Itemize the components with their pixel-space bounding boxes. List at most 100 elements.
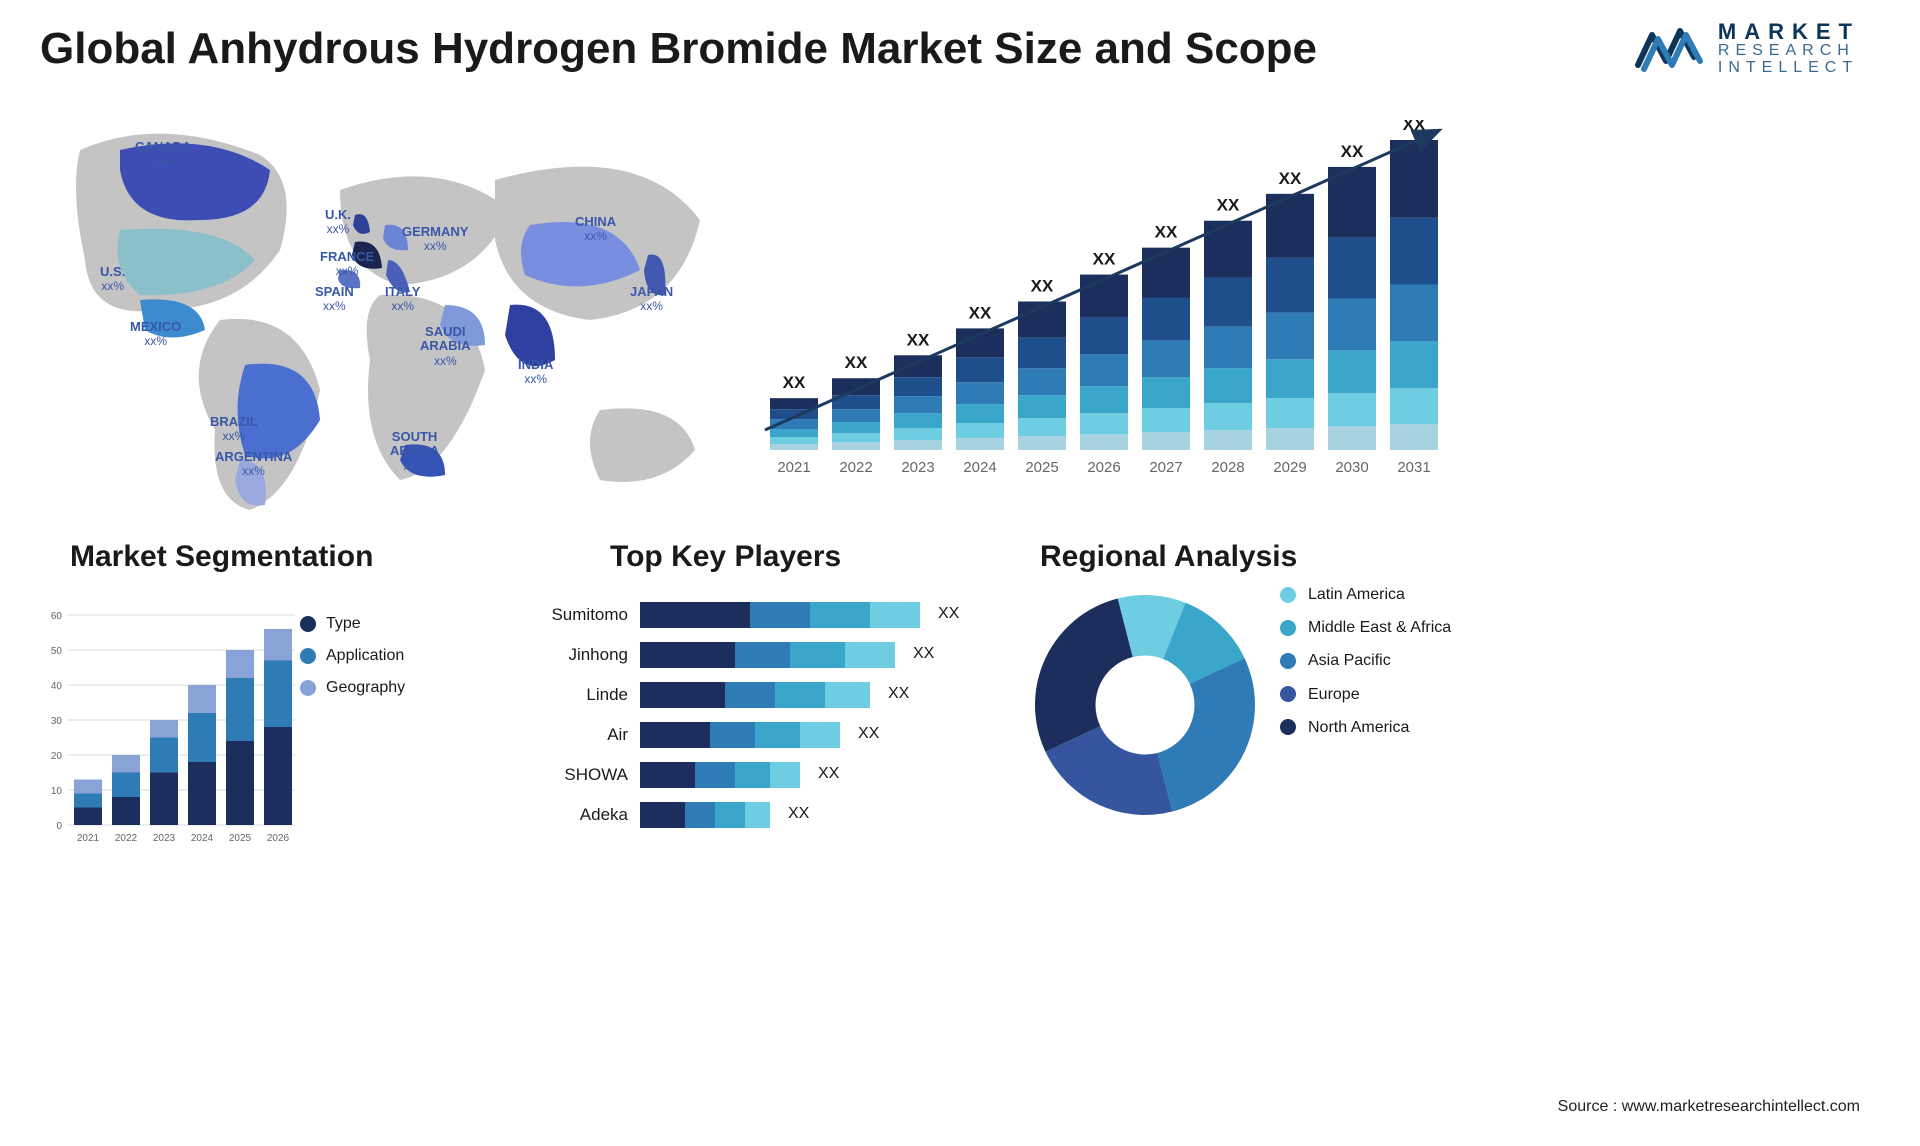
regional-legend-item: Middle East & Africa [1280, 618, 1451, 637]
growth-bar-segment [1204, 368, 1252, 403]
player-name: SHOWA [540, 765, 640, 785]
legend-swatch [300, 680, 316, 696]
map-label: CHINAxx% [575, 215, 616, 244]
growth-bar-segment [1390, 140, 1438, 218]
growth-bar-segment [1018, 418, 1066, 436]
seg-bar-segment [112, 755, 140, 773]
player-bar-segment [640, 682, 725, 708]
segmentation-chart: 0102030405060202120222023202420252026 [40, 600, 300, 850]
regional-donut [1020, 580, 1270, 830]
seg-bar-segment [226, 741, 254, 825]
player-row: Linde XX [540, 675, 980, 715]
seg-legend-item: Type [300, 615, 405, 633]
seg-bar-segment [264, 629, 292, 661]
seg-bar-segment [264, 661, 292, 728]
legend-swatch [1280, 719, 1296, 735]
growth-bar-segment [770, 429, 818, 437]
growth-bar-segment [832, 422, 880, 433]
map-label: JAPANxx% [630, 285, 673, 314]
player-bar: XX [640, 602, 980, 628]
growth-bar-segment [894, 396, 942, 413]
growth-bar-label: XX [1341, 142, 1364, 161]
player-bar-segment [640, 642, 735, 668]
regional-legend-item: Europe [1280, 685, 1451, 704]
growth-bar-label: XX [845, 353, 868, 372]
map-label: GERMANYxx% [402, 225, 468, 254]
growth-bar-segment [894, 413, 942, 428]
player-bar: XX [640, 642, 980, 668]
growth-bar-segment [770, 444, 818, 450]
growth-bar-segment [1018, 368, 1066, 395]
growth-bar-segment [1142, 432, 1190, 450]
growth-bar-segment [1204, 221, 1252, 278]
player-bar: XX [640, 682, 980, 708]
growth-bar-segment [1266, 312, 1314, 359]
growth-bar-segment [1080, 354, 1128, 386]
growth-bar-segment [1390, 341, 1438, 388]
growth-bar-segment [1328, 393, 1376, 426]
legend-swatch [1280, 653, 1296, 669]
growth-bar-segment [1266, 428, 1314, 450]
seg-year-tick: 2026 [267, 833, 290, 844]
growth-bar-segment [956, 382, 1004, 404]
growth-year-tick: 2030 [1335, 459, 1368, 476]
growth-bar-segment [956, 438, 1004, 450]
growth-bar-segment [1080, 386, 1128, 413]
growth-bar-segment [1142, 297, 1190, 340]
growth-bar-segment [1266, 359, 1314, 398]
player-bar-segment [685, 802, 715, 828]
seg-ytick: 60 [51, 611, 63, 622]
player-name: Air [540, 725, 640, 745]
legend-swatch [1280, 620, 1296, 636]
legend-label: Application [326, 647, 404, 665]
growth-bar-segment [956, 404, 1004, 423]
player-name: Sumitomo [540, 605, 640, 625]
player-name: Jinhong [540, 645, 640, 665]
growth-bar-segment [1080, 317, 1128, 354]
growth-bar-segment [1390, 424, 1438, 450]
growth-bar-segment [1328, 350, 1376, 393]
growth-bar-segment [1204, 430, 1252, 450]
player-name: Linde [540, 685, 640, 705]
seg-bar-segment [150, 738, 178, 773]
legend-swatch [1280, 686, 1296, 702]
growth-chart: XX2021XX2022XX2023XX2024XX2025XX2026XX20… [760, 120, 1460, 490]
growth-bar-segment [1142, 248, 1190, 298]
growth-bar-segment [832, 442, 880, 450]
growth-year-tick: 2025 [1025, 459, 1058, 476]
seg-bar-segment [226, 650, 254, 678]
legend-swatch [1280, 587, 1296, 603]
growth-bar-segment [1142, 408, 1190, 432]
seg-bar-segment [264, 727, 292, 825]
legend-label: Latin America [1308, 585, 1405, 604]
growth-year-tick: 2028 [1211, 459, 1244, 476]
player-value: XX [888, 685, 909, 703]
map-label: CANADAxx% [135, 140, 191, 169]
segmentation-legend: TypeApplicationGeography [300, 615, 405, 711]
seg-bar-segment [74, 794, 102, 808]
regional-legend-item: Asia Pacific [1280, 651, 1451, 670]
player-bar-segment [640, 722, 710, 748]
seg-year-tick: 2021 [77, 833, 100, 844]
source-text: Source : www.marketresearchintellect.com [1558, 1098, 1860, 1116]
growth-bar-segment [1080, 413, 1128, 434]
growth-bar-segment [1018, 337, 1066, 368]
seg-year-tick: 2024 [191, 833, 214, 844]
player-bar-segment [640, 602, 750, 628]
player-row: SumitomoXX [540, 595, 980, 635]
growth-bar-segment [1080, 434, 1128, 450]
growth-year-tick: 2022 [839, 459, 872, 476]
map-label: FRANCExx% [320, 250, 374, 279]
seg-ytick: 50 [51, 646, 63, 657]
player-row: AirXX [540, 715, 980, 755]
page-title: Global Anhydrous Hydrogen Bromide Market… [40, 24, 1317, 74]
growth-bar-segment [1142, 377, 1190, 408]
growth-bar-segment [1328, 298, 1376, 350]
player-bar-segment [750, 602, 810, 628]
player-bar-segment [775, 682, 825, 708]
growth-bar-segment [1204, 403, 1252, 430]
logo-line1: MARKET [1718, 20, 1860, 43]
growth-bar-segment [770, 398, 818, 409]
player-value: XX [788, 805, 809, 823]
growth-bar-label: XX [1217, 196, 1240, 215]
